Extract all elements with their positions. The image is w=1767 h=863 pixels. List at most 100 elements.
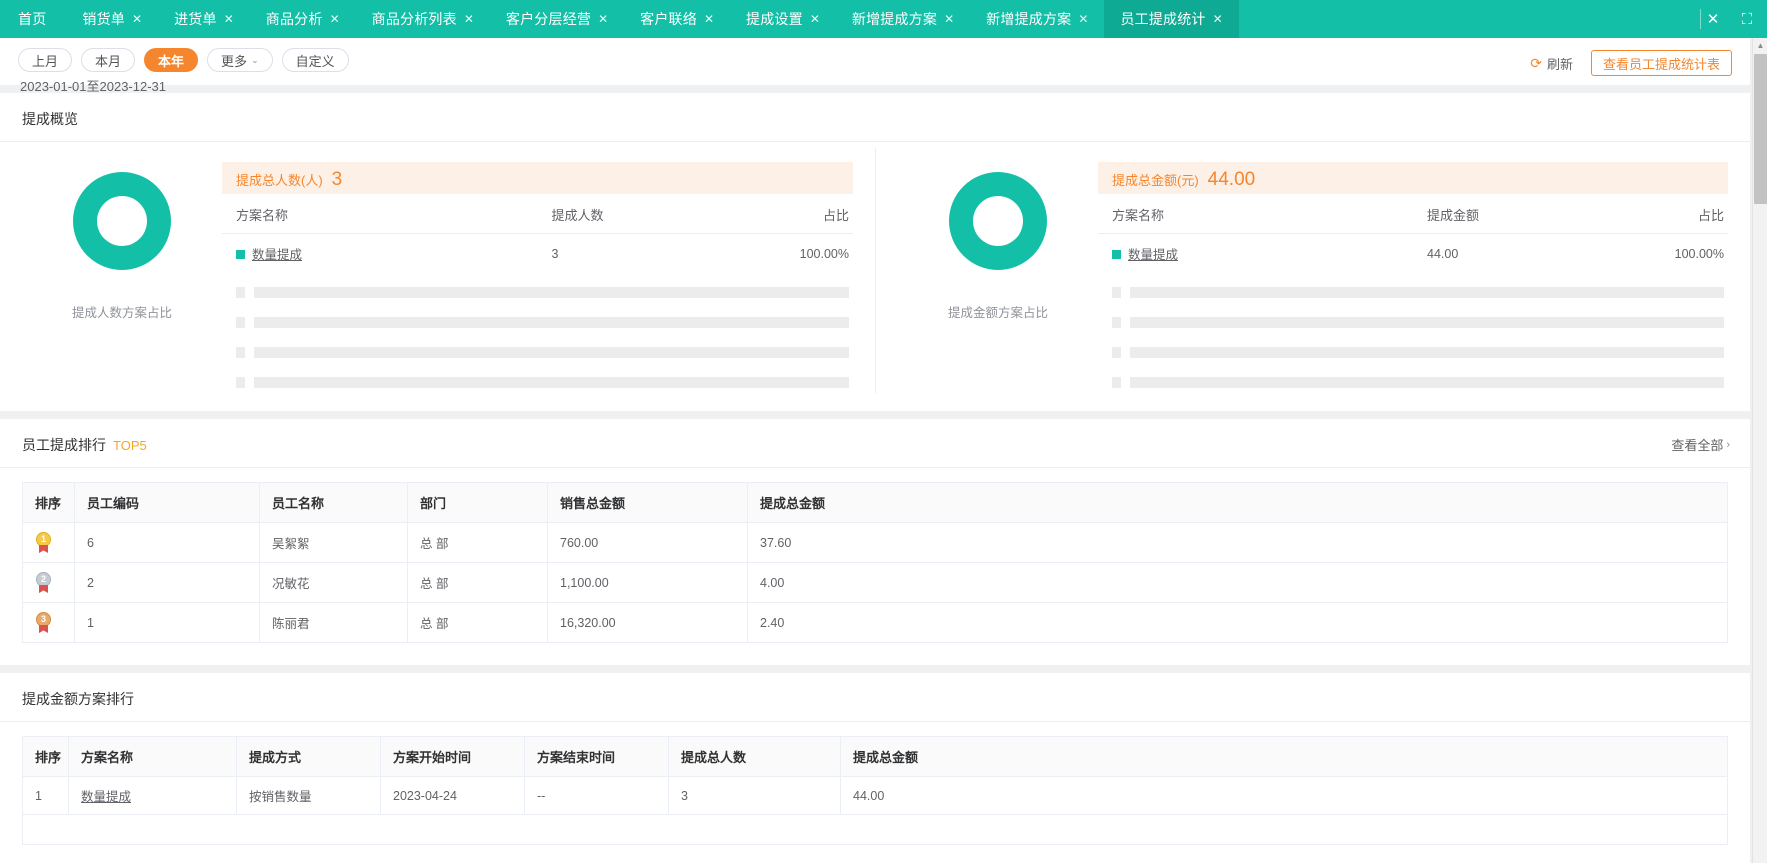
scheme-link[interactable]: 数量提成 — [252, 248, 303, 262]
rank-medal-icon: 1 — [35, 532, 52, 553]
date-range-text: 2023-01-01至2023-12-31 — [20, 79, 166, 94]
scheme-ranking-table: 排序 方案名称 提成方式 方案开始时间 方案结束时间 提成总人数 提成总金额 1… — [22, 736, 1728, 845]
overview-amount-panel: 提成金额方案占比 提成总金额(元) 44.00 方案名称 提成金额 — [875, 148, 1750, 393]
table-empty-row — [23, 815, 1728, 845]
amount-donut-chart: 提成金额方案占比 — [898, 162, 1098, 321]
tab-3[interactable]: 商品分析 ✕ — [250, 0, 356, 38]
tab-7[interactable]: 提成设置 ✕ — [730, 0, 836, 38]
col-start-date: 方案开始时间 — [380, 736, 525, 777]
rank-cell: 2 — [22, 562, 75, 603]
commission-total-cell: 37.60 — [747, 522, 1728, 563]
table-header-row: 排序 员工编码 员工名称 部门 销售总金额 提成总金额 — [22, 482, 1728, 523]
close-icon[interactable]: ✕ — [1706, 10, 1720, 28]
date-chip-0[interactable]: 上月 — [18, 48, 73, 72]
vertical-scrollbar[interactable]: ▲ — [1752, 38, 1767, 863]
placeholder-swatch — [1112, 287, 1121, 298]
tab-label: 客户分层经营 — [505, 11, 592, 27]
tab-label: 进货单 — [174, 11, 217, 27]
col-department: 部门 — [407, 482, 548, 523]
scheme-link[interactable]: 数量提成 — [1128, 248, 1179, 262]
col-percent: 占比 — [714, 194, 853, 234]
rank-cell: 1 — [22, 776, 69, 815]
tab-bar-divider — [1700, 9, 1701, 29]
tab-close-icon[interactable]: ✕ — [463, 12, 474, 26]
tab-label: 商品分析 — [265, 11, 323, 27]
overview-body: 提成人数方案占比 提成总人数(人) 3 方案名称 提成人数 占比 — [0, 142, 1750, 411]
tab-bar: 首页 销货单 ✕ 进货单 ✕ 商品分析 ✕ 商品分析列表 ✕ 客户分层经营 ✕ 客户联络 ✕ 提成设置 ✕ 新… — [0, 0, 1767, 38]
tab-close-icon[interactable]: ✕ — [329, 12, 340, 26]
tab-5[interactable]: 客户分层经营 ✕ — [490, 0, 624, 38]
tab-label: 提成设置 — [746, 11, 803, 27]
employee-ranking-card: 员工提成排行 TOP5 查看全部 › 排序 员工编码 员工名称 部门 销售总金额 — [0, 419, 1750, 665]
tab-8[interactable]: 新增提成方案 ✕ — [836, 0, 970, 38]
placeholder-row — [1098, 342, 1728, 363]
tab-10[interactable]: 员工提成统计 ✕ — [1104, 0, 1239, 38]
col-people-count: 提成人数 — [537, 194, 715, 234]
amount-scheme-cell: 数量提成 — [1098, 234, 1413, 274]
scheme-link[interactable]: 数量提成 — [81, 790, 132, 804]
rank-medal-ribbon — [39, 545, 48, 553]
page-content: 上月 本月 本年 更多 ⌄ 自定义 2023-01-01至2023-12-31 ⟳ 刷新 … — [0, 38, 1750, 863]
col-scheme-name: 方案名称 — [68, 736, 237, 777]
people-donut-caption: 提成人数方案占比 — [71, 306, 172, 320]
tab-6[interactable]: 客户联络 ✕ — [624, 0, 730, 38]
placeholder-row — [222, 312, 853, 333]
tab-0[interactable]: 首页 — [0, 0, 66, 38]
view-commission-report-button[interactable]: 查看员工提成统计表 — [1590, 50, 1732, 76]
amount-total-banner: 提成总金额(元) 44.00 — [1098, 162, 1728, 194]
tab-close-icon[interactable]: ✕ — [1212, 12, 1223, 26]
rank-medal-icon: 3 — [35, 612, 52, 633]
placeholder-swatch — [1112, 347, 1121, 358]
date-chip-label: 本月 — [95, 53, 122, 69]
tab-2[interactable]: 进货单 ✕ — [158, 0, 250, 38]
col-employee-code: 员工编码 — [74, 482, 260, 523]
tab-close-icon[interactable]: ✕ — [223, 12, 234, 26]
people-percent-cell: 100.00% — [799, 246, 849, 261]
view-all-link[interactable]: 查看全部 › — [1671, 435, 1730, 454]
tab-close-icon[interactable]: ✕ — [132, 12, 143, 26]
date-chip-3[interactable]: 更多 ⌄ — [207, 48, 273, 72]
filter-left: 上月 本月 本年 更多 ⌄ 自定义 2023-01-01至2023-12-31 — [18, 48, 349, 95]
placeholder-swatch — [236, 377, 245, 388]
date-chip-2[interactable]: 本年 — [144, 48, 199, 72]
placeholder-row — [222, 342, 853, 363]
employee-ranking-title-text: 员工提成排行 — [22, 437, 106, 453]
people-count-cell: 3 — [551, 246, 559, 261]
rank-cell: 3 — [22, 602, 75, 643]
scheme-ranking-title: 提成金额方案排行 — [0, 673, 1750, 722]
amount-total-value: 44.00 — [1207, 169, 1256, 190]
tab-close-icon[interactable]: ✕ — [809, 12, 820, 26]
tab-1[interactable]: 销货单 ✕ — [66, 0, 158, 38]
date-chip-label: 更多 — [221, 53, 248, 69]
tab-bar-actions: ✕ ⛶ — [1705, 0, 1767, 38]
placeholder-bar — [254, 377, 849, 388]
tab-close-icon[interactable]: ✕ — [703, 12, 715, 26]
employee-code-cell: 2 — [74, 562, 260, 603]
people-scheme-cell: 数量提成 — [222, 234, 538, 274]
refresh-label: 刷新 — [1546, 56, 1573, 72]
amount-legend-table: 方案名称 提成金额 占比 数量提成 44.00 100.00% — [1098, 194, 1728, 273]
tab-close-icon[interactable]: ✕ — [944, 12, 955, 26]
amount-summary: 提成总金额(元) 44.00 方案名称 提成金额 占比 — [1098, 162, 1728, 393]
tab-9[interactable]: 新增提成方案 ✕ — [970, 0, 1104, 38]
tab-close-icon[interactable]: ✕ — [1078, 12, 1089, 26]
refresh-button[interactable]: ⟳ 刷新 — [1530, 54, 1573, 73]
table-row: 数量提成 3 100.00% — [222, 234, 853, 274]
empty-cell — [23, 815, 1728, 845]
tab-4[interactable]: 商品分析列表 ✕ — [356, 0, 490, 38]
scrollbar-thumb[interactable] — [1754, 54, 1767, 204]
placeholder-swatch — [236, 317, 245, 328]
col-scheme-name: 方案名称 — [1098, 194, 1413, 234]
overview-people-panel: 提成人数方案占比 提成总人数(人) 3 方案名称 提成人数 占比 — [0, 148, 875, 393]
placeholder-bar — [1130, 347, 1724, 358]
tab-close-icon[interactable]: ✕ — [598, 12, 609, 26]
fullscreen-icon[interactable]: ⛶ — [1741, 10, 1753, 28]
date-chip-4[interactable]: 自定义 — [281, 48, 349, 72]
table-row: 2 2 况敏花总 部 1,100.00 4.00 — [22, 562, 1728, 603]
scroll-up-arrow-icon[interactable]: ▲ — [1756, 41, 1765, 50]
sales-total-cell: 1,100.00 — [547, 562, 748, 603]
col-people-total: 提成总人数 — [668, 736, 841, 777]
scheme-name-cell: 数量提成 — [68, 776, 237, 815]
employee-ranking-table: 排序 员工编码 员工名称 部门 销售总金额 提成总金额 1 6 吴絮絮总 部 760.… — [22, 482, 1728, 643]
date-chip-1[interactable]: 本月 — [81, 48, 136, 72]
